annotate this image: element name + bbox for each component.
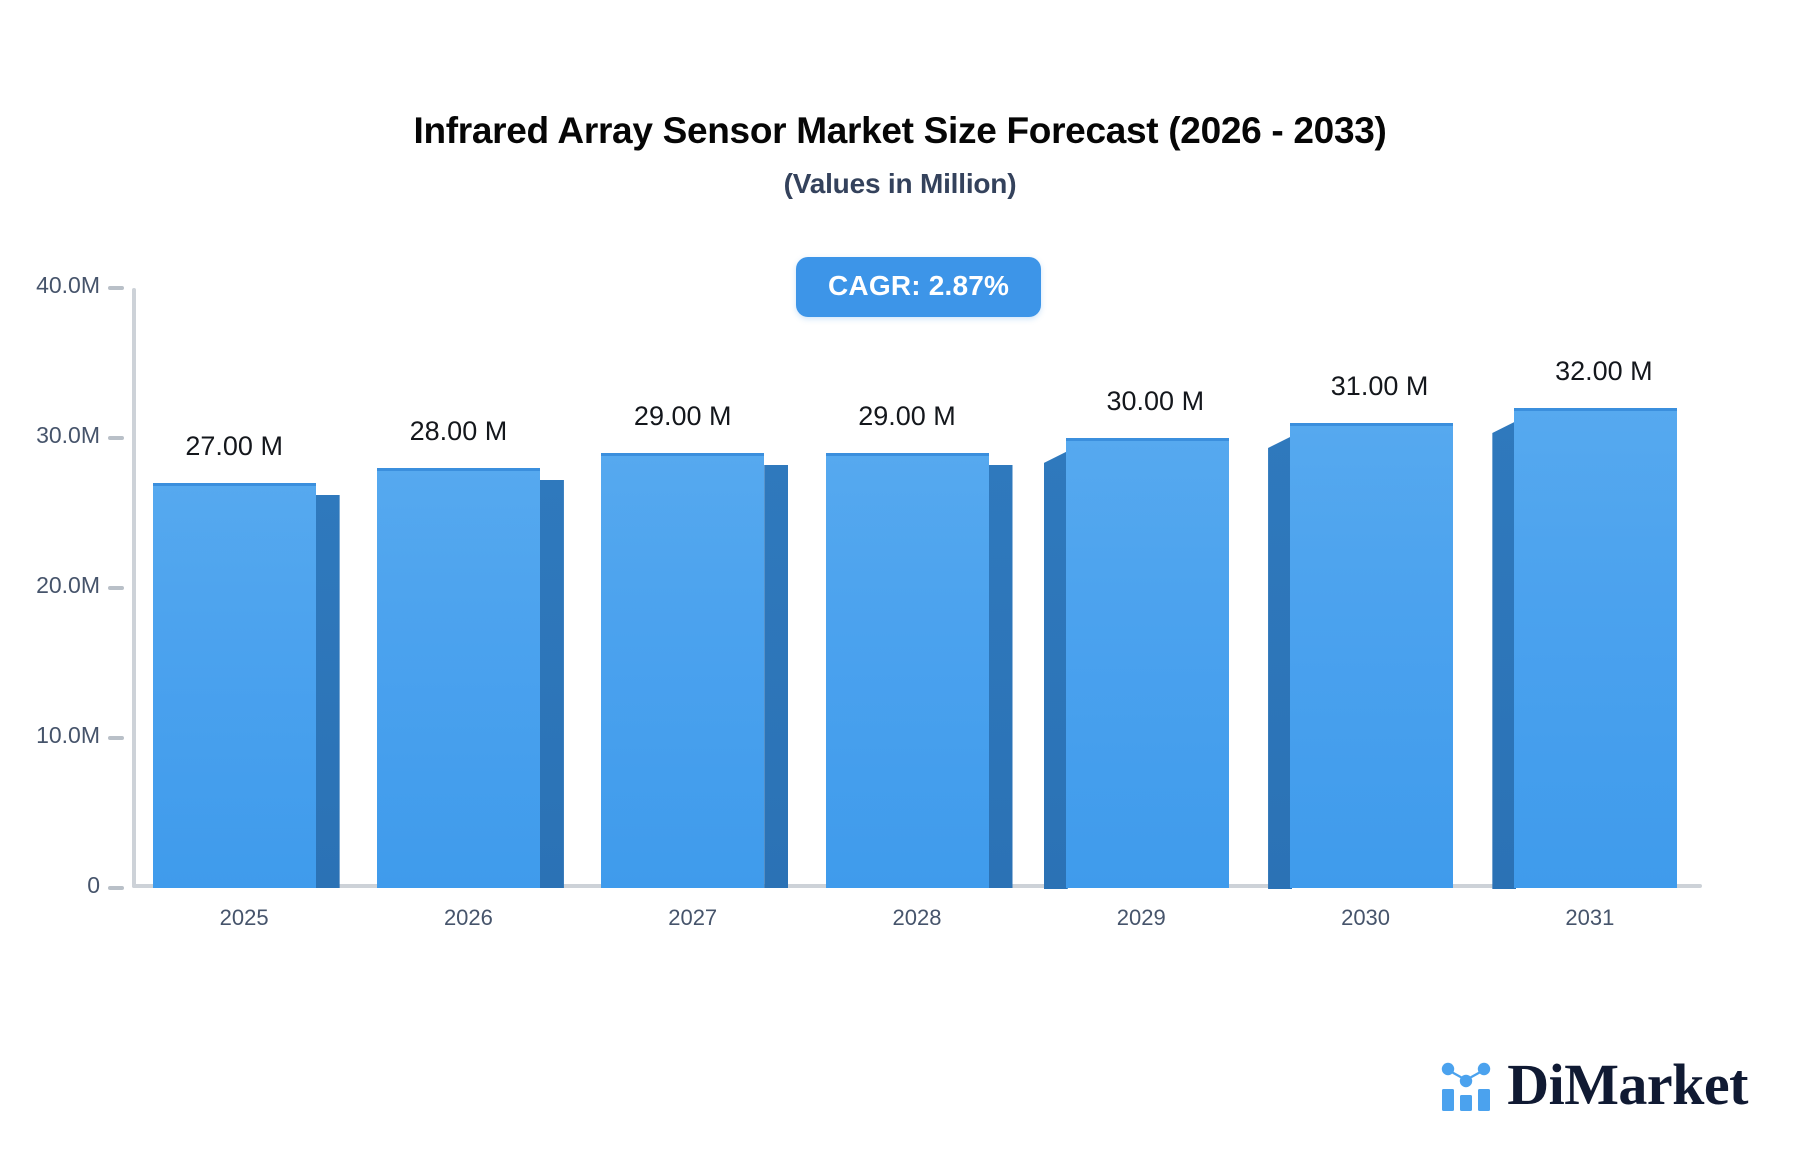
y-tick-2	[108, 586, 124, 590]
x-tick-label-2029: 2029	[1116, 905, 1166, 930]
bar-front-face-2026	[376, 468, 540, 888]
bar-value-label-2030: 31.00 M	[1330, 371, 1429, 401]
chart-subtitle: (Values in Million)	[783, 168, 1017, 199]
x-tick-label-2031: 2031	[1565, 905, 1615, 930]
plot-area: 27.00 M 28.00 M 29.00 M 29.00 M 30.00 M 31.00…	[108, 286, 1702, 890]
y-axis-labels: 0 10.0M 20.0M 30.0M 40.0M	[0, 272, 100, 898]
bar-2030	[1268, 288, 1454, 889]
bar-value-label-2028: 29.00 M	[858, 401, 956, 431]
bar-side-face-2029	[1043, 451, 1068, 889]
bar-value-label-2025: 27.00 M	[185, 431, 283, 461]
bar-side-face-2025	[315, 495, 340, 888]
y-tick-label-0: 0	[87, 872, 100, 898]
bar-front-face-2029	[1065, 438, 1229, 888]
bar-top-highlight-2029	[1065, 438, 1229, 441]
y-tick-4	[108, 286, 124, 290]
bar-2026	[376, 288, 564, 888]
bar-side-face-2028	[988, 465, 1013, 888]
bar-front-face-2031	[1514, 408, 1678, 888]
bar-front-face-2030	[1290, 423, 1454, 888]
bar-2031	[1492, 288, 1678, 889]
dimarket-logo: DiMarket	[1439, 1056, 1748, 1114]
bar-2029	[1043, 288, 1229, 889]
bar-body-2030	[1268, 423, 1454, 889]
bar-front-face-2027	[601, 453, 765, 888]
bar-value-label-2026: 28.00 M	[409, 416, 508, 446]
x-tick-label-2026: 2026	[443, 905, 493, 930]
bar-series: 27.00 M 28.00 M 29.00 M 29.00 M 30.00 M 31.00…	[132, 288, 1702, 889]
bar-body-2029	[1043, 438, 1229, 889]
y-axis-line	[132, 288, 136, 888]
bar-value-label-2029: 30.00 M	[1106, 386, 1205, 416]
logo-text: DiMarket	[1507, 1052, 1748, 1117]
bar-side-face-2031	[1492, 421, 1517, 889]
bar-top-highlight-2031	[1514, 408, 1678, 411]
bar-top-highlight-2030	[1290, 423, 1454, 426]
y-tick-label-3: 30.0M	[36, 422, 100, 448]
bar-top-highlight-2025	[152, 483, 316, 486]
bar-2028	[825, 288, 1013, 888]
bar-front-face-2028	[825, 453, 989, 888]
cagr-badge: CAGR: 2.87%	[796, 257, 1042, 317]
x-tick-label-2030: 2030	[1341, 905, 1391, 930]
y-tick-0	[108, 886, 124, 890]
bar-side-face-2026	[539, 480, 564, 888]
y-tick-3	[108, 436, 124, 440]
y-tick-label-4: 40.0M	[36, 272, 100, 298]
bar-value-label-2027: 29.00 M	[633, 401, 732, 431]
x-tick-label-2028: 2028	[892, 905, 942, 930]
bar-side-face-2027	[764, 465, 789, 888]
y-tick-label-1: 10.0M	[36, 722, 100, 748]
bar-body-2031	[1492, 408, 1678, 889]
y-tick-1	[108, 736, 124, 740]
x-tick-label-2027: 2027	[668, 905, 718, 930]
bar-side-face-2030	[1268, 436, 1293, 889]
bar-body-2026	[376, 468, 564, 888]
bar-top-highlight-2027	[601, 453, 765, 456]
x-axis-labels: 2025 2026 2027 2028 2029 2030 2031	[132, 905, 1702, 945]
y-tick-label-2: 20.0M	[36, 572, 100, 598]
bar-2027	[601, 288, 789, 888]
bar-value-label-2031: 32.00 M	[1555, 356, 1653, 386]
bar-top-highlight-2026	[376, 468, 540, 471]
bar-2025	[152, 288, 340, 888]
bar-body-2028	[825, 453, 1013, 888]
x-tick-label-2025: 2025	[219, 905, 269, 930]
bar-chart-dots-icon	[1441, 1062, 1491, 1111]
bar-body-2027	[601, 453, 789, 888]
bar-top-highlight-2028	[825, 453, 989, 456]
bar-body-2025	[152, 483, 340, 888]
bar-front-face-2025	[152, 483, 316, 888]
chart-title: Infrared Array Sensor Market Size Foreca…	[413, 110, 1387, 151]
